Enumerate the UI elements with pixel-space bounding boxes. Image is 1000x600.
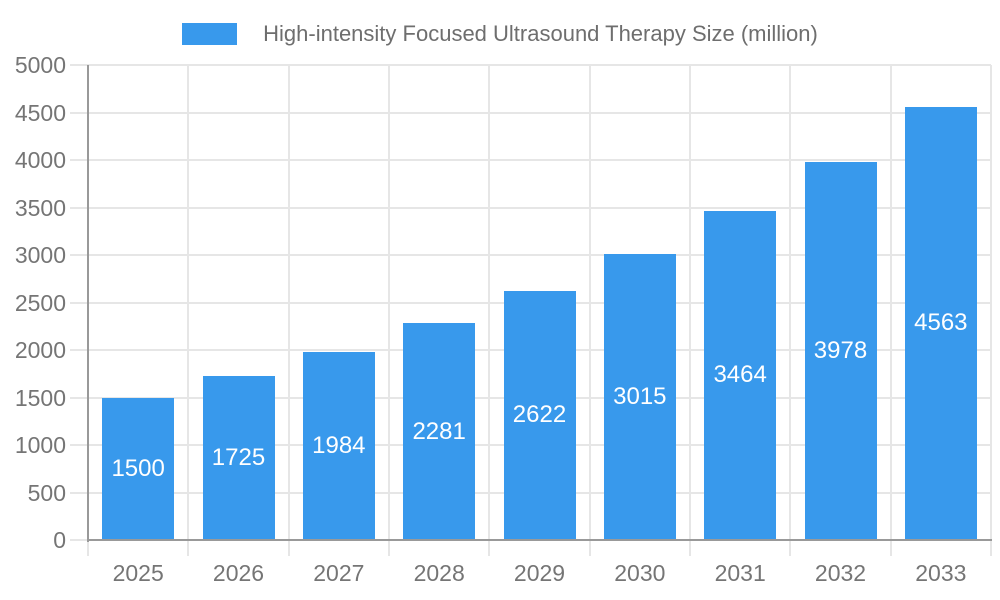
x-axis-tick-label: 2028 <box>413 560 465 586</box>
gridline-horizontal <box>88 206 991 209</box>
y-axis-tick-label: 500 <box>27 479 66 506</box>
bar[interactable]: 1500 <box>102 397 175 540</box>
y-axis-tick <box>70 159 88 161</box>
bar[interactable]: 4563 <box>904 106 977 540</box>
y-axis-tick-label: 4500 <box>14 99 66 126</box>
y-axis-tick-label: 5000 <box>14 52 66 78</box>
bar[interactable]: 3015 <box>603 253 676 540</box>
bar-value-label: 1984 <box>312 431 366 459</box>
bar-value-label: 1725 <box>211 444 266 472</box>
gridline-horizontal <box>88 254 991 256</box>
y-axis-tick-label: 2500 <box>14 289 66 316</box>
gridline-vertical <box>388 65 390 540</box>
bar[interactable]: 2281 <box>403 323 476 540</box>
bar-value-label: 4563 <box>914 309 968 337</box>
y-axis-tick <box>70 64 88 66</box>
legend-swatch <box>182 23 238 45</box>
gridline-vertical <box>488 65 491 540</box>
y-axis-tick <box>70 301 88 304</box>
bar[interactable]: 3464 <box>704 210 777 540</box>
gridline-vertical <box>789 65 792 540</box>
bar[interactable]: 2622 <box>503 290 576 540</box>
x-axis-tick-label: 2031 <box>714 560 766 586</box>
y-axis-tick-label: 0 <box>53 527 66 553</box>
gridline-horizontal <box>88 159 991 161</box>
y-axis-tick <box>70 539 88 541</box>
x-axis-tick <box>889 540 892 556</box>
x-axis-tick-label: 2030 <box>614 560 666 586</box>
x-axis-tick <box>488 540 491 556</box>
legend-item[interactable]: High-intensity Focused Ultrasound Therap… <box>0 21 1000 47</box>
y-axis-tick <box>70 254 88 256</box>
gridline-horizontal <box>88 64 991 66</box>
x-axis-tick-label: 2032 <box>814 560 867 586</box>
y-axis-tick-label: 3000 <box>14 242 66 268</box>
x-axis-tick <box>990 540 992 556</box>
x-axis-tick <box>689 540 691 556</box>
y-axis-tick <box>70 111 88 114</box>
bar-value-label: 1500 <box>111 454 165 482</box>
x-axis-line <box>87 539 992 541</box>
bar[interactable]: 1725 <box>202 376 275 540</box>
y-axis-tick <box>70 206 88 209</box>
gridline-vertical <box>287 65 290 540</box>
x-axis-tick <box>588 540 591 556</box>
x-axis-tick-label: 2025 <box>112 560 164 586</box>
gridline-vertical <box>889 65 892 540</box>
x-axis-tick <box>187 540 190 556</box>
y-axis-tick <box>70 444 88 446</box>
x-axis-tick <box>87 540 89 556</box>
x-axis-tick-label: 2027 <box>313 560 365 586</box>
y-axis-tick <box>70 349 88 351</box>
y-axis-tick <box>70 396 88 399</box>
bar-value-label: 3464 <box>713 361 767 389</box>
gridline-vertical <box>588 65 591 540</box>
legend-label: High-intensity Focused Ultrasound Therap… <box>263 21 818 46</box>
x-axis-tick <box>287 540 290 556</box>
gridline-horizontal <box>88 111 991 114</box>
x-axis-tick-label: 2029 <box>513 560 566 586</box>
gridline-vertical <box>689 65 691 540</box>
bar[interactable]: 1984 <box>302 351 375 540</box>
x-axis-tick <box>388 540 390 556</box>
y-axis-line <box>87 65 89 542</box>
x-axis-tick-label: 2026 <box>212 560 265 586</box>
x-axis-tick-label: 2033 <box>915 560 967 586</box>
y-axis-tick <box>70 491 88 494</box>
y-axis-tick-label: 1000 <box>14 432 66 458</box>
y-axis-tick-label: 1500 <box>14 384 66 411</box>
gridline-vertical <box>990 65 992 540</box>
x-axis-tick <box>789 540 792 556</box>
bar-value-label: 2281 <box>412 417 466 445</box>
gridline-vertical <box>187 65 190 540</box>
bar-value-label: 3978 <box>813 337 868 365</box>
bar-value-label: 2622 <box>512 401 567 429</box>
bar-value-label: 3015 <box>613 382 667 410</box>
y-axis-tick-label: 4000 <box>14 147 66 173</box>
y-axis-tick-label: 3500 <box>14 194 66 221</box>
y-axis-tick-label: 2000 <box>14 337 66 363</box>
bar[interactable]: 3978 <box>804 162 877 540</box>
